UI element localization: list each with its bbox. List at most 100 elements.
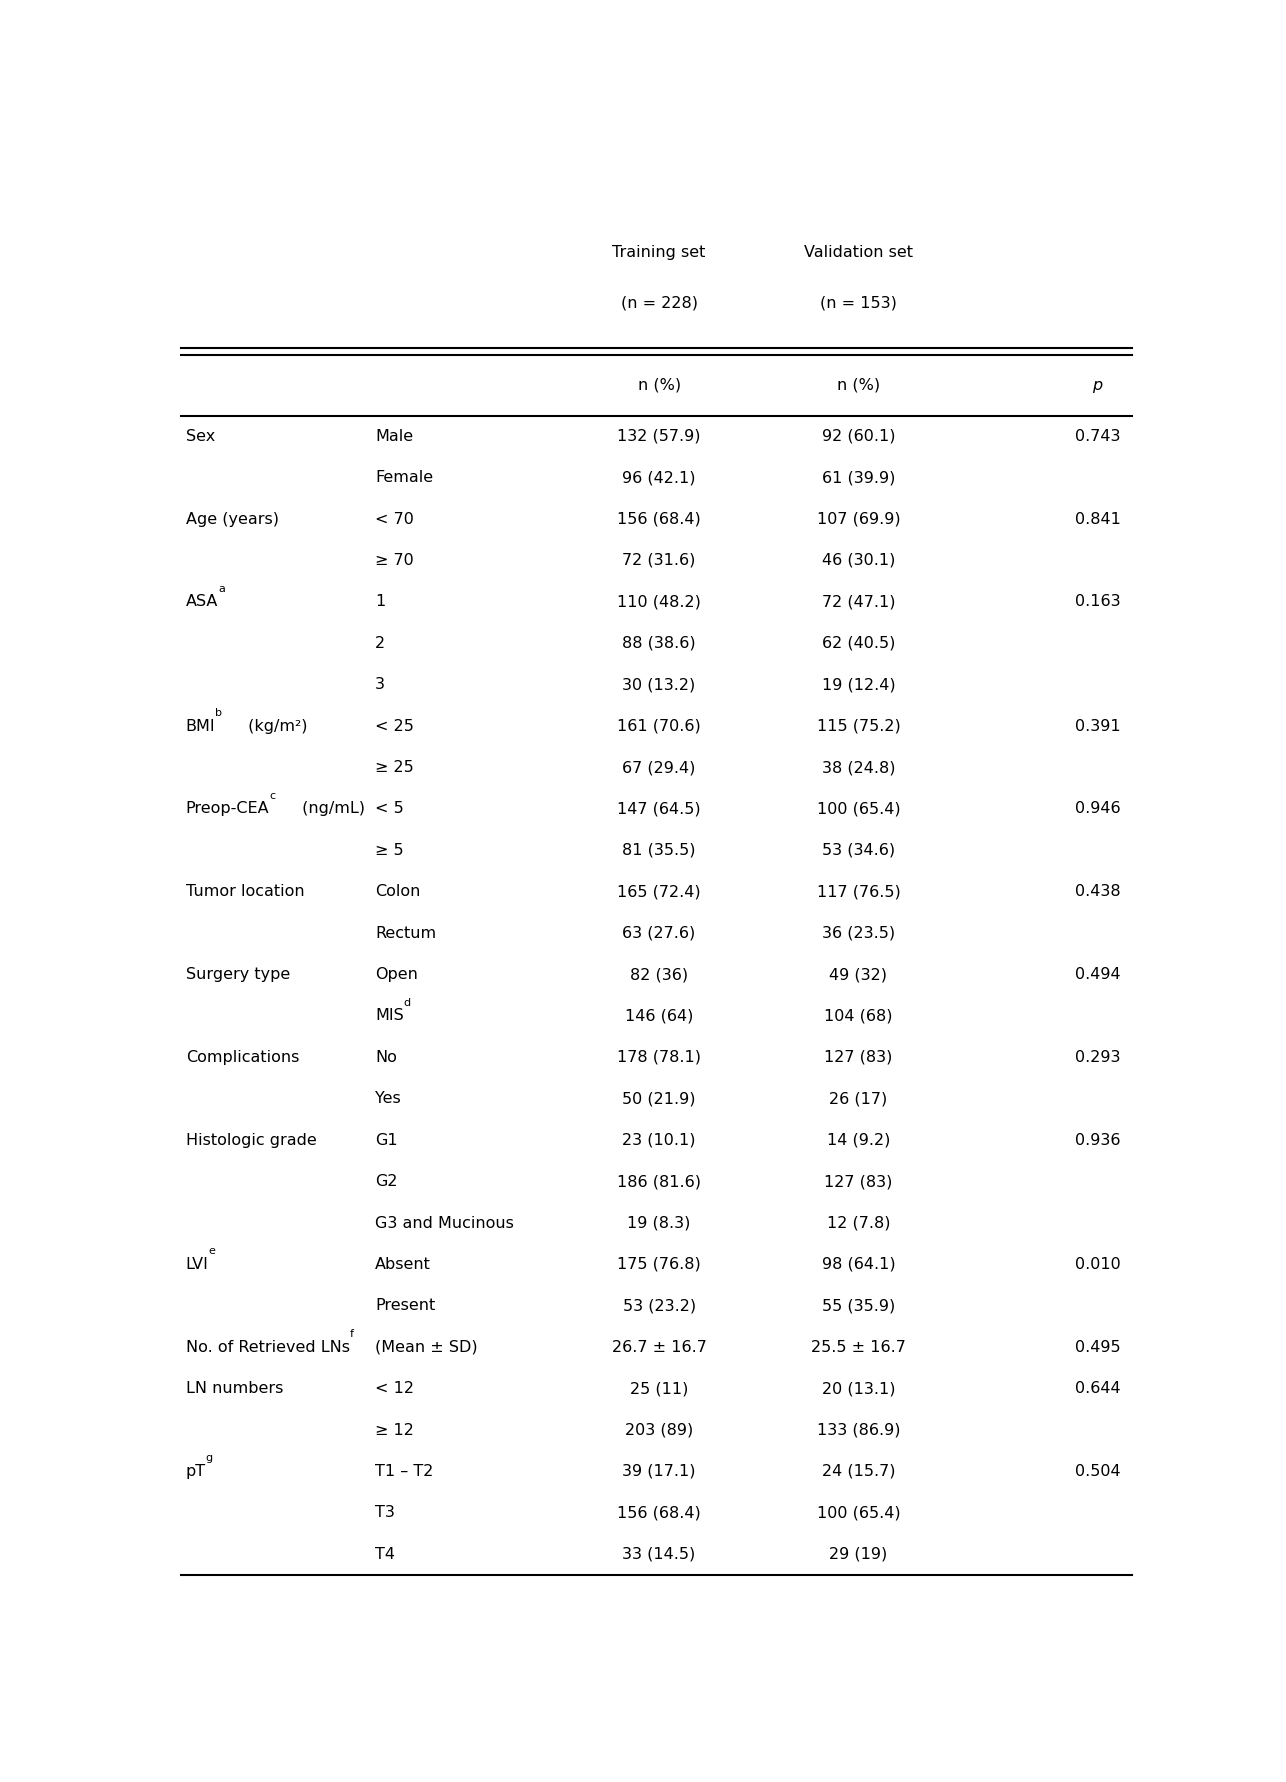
Text: (Mean ± SD): (Mean ± SD) — [376, 1340, 477, 1354]
Text: 0.438: 0.438 — [1075, 884, 1120, 900]
Text: 175 (76.8): 175 (76.8) — [617, 1256, 701, 1272]
Text: Colon: Colon — [376, 884, 421, 900]
Text: (ng/mL): (ng/mL) — [297, 802, 365, 816]
Text: 72 (47.1): 72 (47.1) — [822, 595, 895, 609]
Text: 62 (40.5): 62 (40.5) — [822, 636, 895, 650]
Text: Yes: Yes — [376, 1091, 401, 1107]
Text: 178 (78.1): 178 (78.1) — [617, 1050, 701, 1066]
Text: g: g — [206, 1454, 213, 1463]
Text: 117 (76.5): 117 (76.5) — [817, 884, 900, 900]
Text: 19 (12.4): 19 (12.4) — [822, 677, 895, 691]
Text: p: p — [1093, 378, 1102, 392]
Text: ASA: ASA — [185, 595, 219, 609]
Text: 147 (64.5): 147 (64.5) — [617, 802, 701, 816]
Text: Tumor location: Tumor location — [185, 884, 305, 900]
Text: 14 (9.2): 14 (9.2) — [827, 1133, 890, 1148]
Text: 1: 1 — [376, 595, 386, 609]
Text: 96 (42.1): 96 (42.1) — [622, 470, 696, 485]
Text: < 25: < 25 — [376, 718, 414, 734]
Text: 0.504: 0.504 — [1075, 1465, 1120, 1479]
Text: 26.7 ± 16.7: 26.7 ± 16.7 — [612, 1340, 706, 1354]
Text: d: d — [404, 998, 412, 1009]
Text: 133 (86.9): 133 (86.9) — [817, 1422, 900, 1438]
Text: ≥ 5: ≥ 5 — [376, 843, 404, 857]
Text: Validation set: Validation set — [804, 244, 913, 260]
Text: 104 (68): 104 (68) — [824, 1009, 892, 1023]
Text: b: b — [215, 707, 222, 718]
Text: 12 (7.8): 12 (7.8) — [827, 1215, 890, 1231]
Text: Surgery type: Surgery type — [185, 968, 289, 982]
Text: 0.743: 0.743 — [1075, 429, 1120, 444]
Text: 26 (17): 26 (17) — [829, 1091, 887, 1107]
Text: 53 (23.2): 53 (23.2) — [622, 1299, 696, 1313]
Text: Absent: Absent — [376, 1256, 431, 1272]
Text: 88 (38.6): 88 (38.6) — [622, 636, 696, 650]
Text: 127 (83): 127 (83) — [824, 1174, 892, 1189]
Text: 0.010: 0.010 — [1075, 1256, 1120, 1272]
Text: 107 (69.9): 107 (69.9) — [817, 511, 900, 526]
Text: G3 and Mucinous: G3 and Mucinous — [376, 1215, 514, 1231]
Text: Training set: Training set — [612, 244, 706, 260]
Text: 82 (36): 82 (36) — [630, 968, 688, 982]
Text: 67 (29.4): 67 (29.4) — [622, 759, 696, 775]
Text: 186 (81.6): 186 (81.6) — [617, 1174, 701, 1189]
Text: LVI: LVI — [185, 1256, 208, 1272]
Text: a: a — [219, 584, 225, 593]
Text: n (%): n (%) — [638, 378, 680, 392]
Text: Preop-CEA: Preop-CEA — [185, 802, 269, 816]
Text: 0.841: 0.841 — [1075, 511, 1120, 526]
Text: Rectum: Rectum — [376, 925, 436, 941]
Text: ≥ 12: ≥ 12 — [376, 1422, 414, 1438]
Text: T4: T4 — [376, 1547, 395, 1561]
Text: c: c — [269, 791, 275, 800]
Text: 33 (14.5): 33 (14.5) — [622, 1547, 696, 1561]
Text: No. of Retrieved LNs: No. of Retrieved LNs — [185, 1340, 350, 1354]
Text: 20 (13.1): 20 (13.1) — [822, 1381, 895, 1395]
Text: 165 (72.4): 165 (72.4) — [617, 884, 701, 900]
Text: 46 (30.1): 46 (30.1) — [822, 552, 895, 568]
Text: 203 (89): 203 (89) — [625, 1422, 693, 1438]
Text: 100 (65.4): 100 (65.4) — [817, 802, 900, 816]
Text: 63 (27.6): 63 (27.6) — [622, 925, 696, 941]
Text: Sex: Sex — [185, 429, 215, 444]
Text: 25.5 ± 16.7: 25.5 ± 16.7 — [811, 1340, 905, 1354]
Text: 132 (57.9): 132 (57.9) — [617, 429, 701, 444]
Text: (kg/m²): (kg/m²) — [243, 718, 307, 734]
Text: < 5: < 5 — [376, 802, 404, 816]
Text: < 12: < 12 — [376, 1381, 414, 1395]
Text: 0.391: 0.391 — [1075, 718, 1120, 734]
Text: BMI: BMI — [185, 718, 215, 734]
Text: (n = 228): (n = 228) — [621, 296, 697, 310]
Text: MIS: MIS — [376, 1009, 404, 1023]
Text: 98 (64.1): 98 (64.1) — [822, 1256, 895, 1272]
Text: 25 (11): 25 (11) — [630, 1381, 688, 1395]
Text: 30 (13.2): 30 (13.2) — [622, 677, 696, 691]
Text: 0.293: 0.293 — [1075, 1050, 1120, 1066]
Text: Histologic grade: Histologic grade — [185, 1133, 316, 1148]
Text: 49 (32): 49 (32) — [829, 968, 887, 982]
Text: 36 (23.5): 36 (23.5) — [822, 925, 895, 941]
Text: 55 (35.9): 55 (35.9) — [822, 1299, 895, 1313]
Text: 146 (64): 146 (64) — [625, 1009, 693, 1023]
Text: 38 (24.8): 38 (24.8) — [822, 759, 895, 775]
Text: T3: T3 — [376, 1506, 395, 1520]
Text: 100 (65.4): 100 (65.4) — [817, 1506, 900, 1520]
Text: 29 (19): 29 (19) — [829, 1547, 887, 1561]
Text: e: e — [208, 1246, 216, 1256]
Text: G1: G1 — [376, 1133, 397, 1148]
Text: 72 (31.6): 72 (31.6) — [622, 552, 696, 568]
Text: 161 (70.6): 161 (70.6) — [617, 718, 701, 734]
Text: 3: 3 — [376, 677, 385, 691]
Text: 92 (60.1): 92 (60.1) — [822, 429, 895, 444]
Text: LN numbers: LN numbers — [185, 1381, 283, 1395]
Text: 127 (83): 127 (83) — [824, 1050, 892, 1066]
Text: G2: G2 — [376, 1174, 397, 1189]
Text: No: No — [376, 1050, 397, 1066]
Text: 19 (8.3): 19 (8.3) — [628, 1215, 691, 1231]
Text: 61 (39.9): 61 (39.9) — [822, 470, 895, 485]
Text: 0.644: 0.644 — [1075, 1381, 1120, 1395]
Text: 39 (17.1): 39 (17.1) — [622, 1465, 696, 1479]
Text: Female: Female — [376, 470, 433, 485]
Text: Age (years): Age (years) — [185, 511, 279, 526]
Text: 156 (68.4): 156 (68.4) — [617, 1506, 701, 1520]
